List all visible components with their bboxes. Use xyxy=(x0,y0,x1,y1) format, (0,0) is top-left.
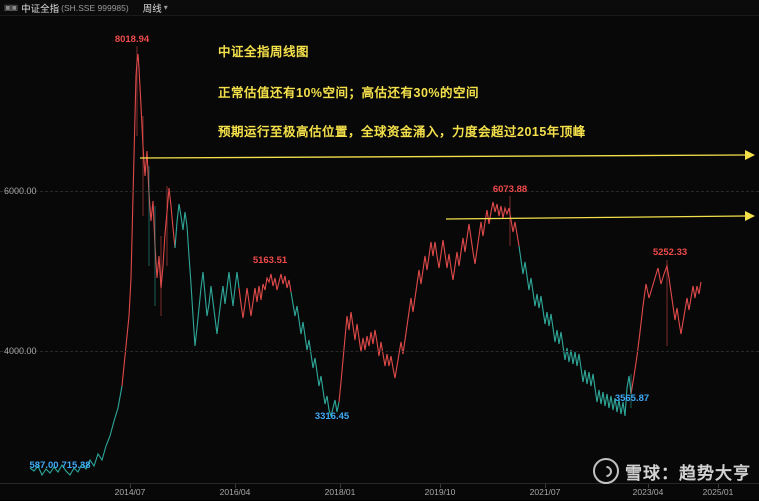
x-tick-4 xyxy=(545,484,546,488)
x-axis-label-6: 2025/01 xyxy=(702,487,734,497)
price-label-587: 587.00 xyxy=(29,460,59,471)
price-label-6073: 6073.88 xyxy=(492,184,528,195)
xueqiu-logo-icon xyxy=(593,458,619,484)
x-axis-label-4: 2021/07 xyxy=(529,487,561,497)
period-selector-label[interactable]: 周线 xyxy=(142,3,162,15)
candlestick-series xyxy=(29,53,702,477)
x-axis-label-2: 2018/01 xyxy=(324,487,356,497)
chevron-down-icon[interactable]: ▾ xyxy=(163,3,168,12)
gridline-4000 xyxy=(0,351,759,352)
x-axis-label-1: 2016/04 xyxy=(219,487,251,497)
y-axis-label-6000: 6000.00 xyxy=(4,186,37,196)
x-tick-6 xyxy=(718,484,719,488)
annotation-arrows xyxy=(139,150,755,221)
x-axis-label-5: 2023/04 xyxy=(632,487,664,497)
instrument-name: 中证全指 xyxy=(21,3,60,15)
note-forecast: 预期运行至极高估位置，全球资金涌入，力度会超过2015年顶峰 xyxy=(218,125,586,139)
x-axis-label-0: 2014/07 xyxy=(114,487,146,497)
x-axis-label-3: 2019/10 xyxy=(424,487,456,497)
chart-header: ▣▣ 中证全指 (SH.SSE 999985) 周线 ▾ xyxy=(0,0,759,16)
wick-overlay xyxy=(136,46,668,408)
price-label-3565: 3565.87 xyxy=(614,393,650,404)
note-title: 中证全指周线图 xyxy=(218,45,310,59)
watermark: 雪球：趋势大亨 xyxy=(593,458,751,484)
x-axis: 2014/07 2016/04 2018/01 2019/10 2021/07 … xyxy=(0,483,759,501)
price-label-8018: 8018.94 xyxy=(114,34,150,45)
x-tick-5 xyxy=(648,484,649,488)
price-label-3316: 3316.45 xyxy=(314,411,350,422)
instrument-code: (SH.SSE 999985) xyxy=(61,2,129,13)
price-series-svg xyxy=(29,46,755,477)
plot-area: 6000.00 4000.00 xyxy=(0,16,759,483)
x-tick-1 xyxy=(235,484,236,488)
x-tick-0 xyxy=(130,484,131,488)
price-label-5252: 5252.33 xyxy=(652,247,688,258)
gridline-6000 xyxy=(0,191,759,192)
price-label-5163: 5163.51 xyxy=(252,255,288,266)
y-axis-label-4000: 4000.00 xyxy=(4,346,37,356)
note-valuation: 正常估值还有10%空间；高估还有30%的空间 xyxy=(218,86,480,100)
x-tick-3 xyxy=(440,484,441,488)
x-tick-2 xyxy=(340,484,341,488)
watermark-text: 雪球：趋势大亨 xyxy=(625,463,751,483)
price-label-715: 715.38 xyxy=(61,460,91,471)
grid-icon[interactable]: ▣▣ xyxy=(4,3,18,12)
